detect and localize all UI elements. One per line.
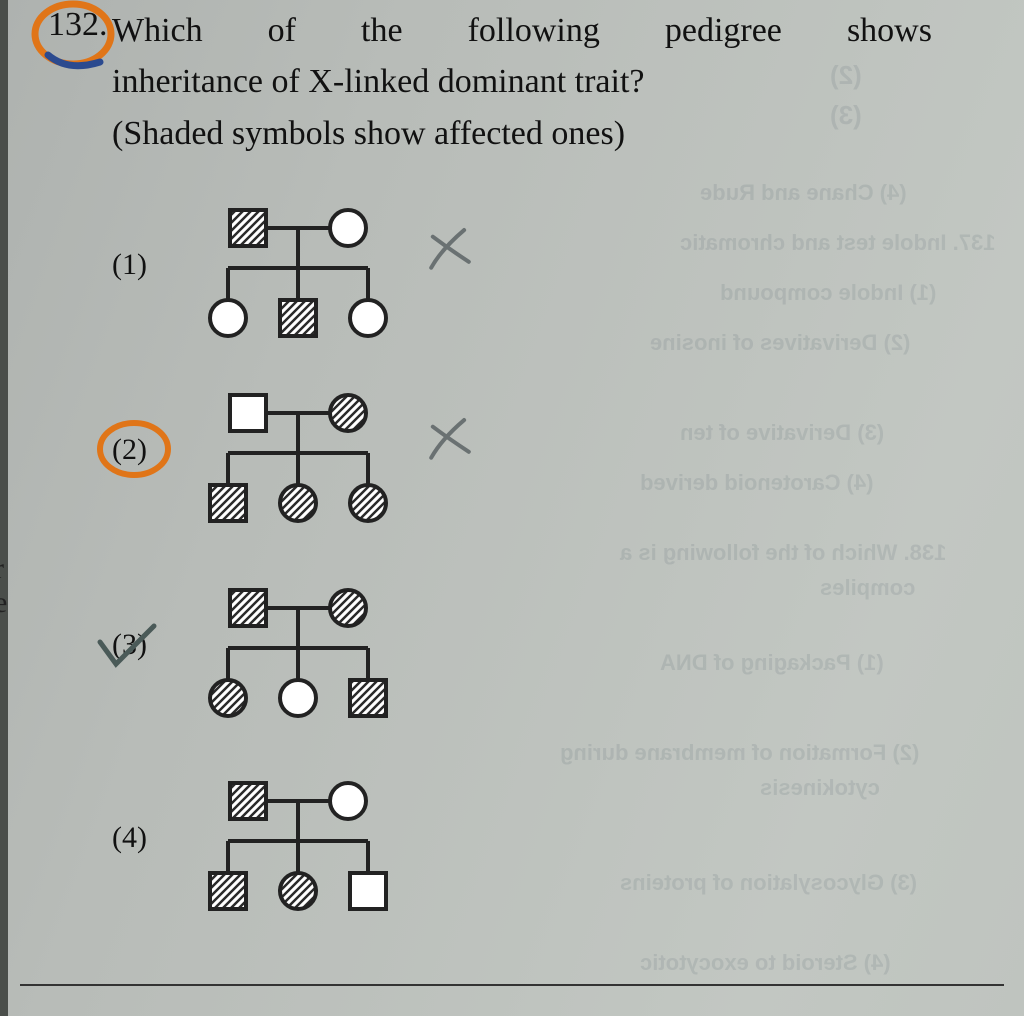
question-text: Which of the following pedigree shows inherit… xyxy=(112,6,994,158)
question-word: following xyxy=(468,6,600,55)
bottom-rule xyxy=(20,984,1004,986)
question-word: of xyxy=(268,6,296,55)
pedigree-container xyxy=(200,763,400,913)
pedigree-container xyxy=(200,375,400,525)
pedigree-container xyxy=(200,570,400,720)
pedigree-diagram xyxy=(200,570,400,720)
option-label: (3) xyxy=(112,628,172,662)
ghost-text: (4) Steroid to exocytotic xyxy=(640,950,891,976)
question-line-2: inheritance of X-linked dominant trait? xyxy=(112,57,994,106)
option-label: (1) xyxy=(112,248,172,282)
option-row: (1) xyxy=(112,175,1024,355)
option-row: (4) xyxy=(112,745,1024,930)
options-container: (1) (2) (3) (4) xyxy=(112,175,1024,930)
option-row: (2) xyxy=(112,355,1024,545)
pedigree-diagram xyxy=(200,763,400,913)
answer-check-mark xyxy=(92,622,162,678)
answer-circle-mark xyxy=(96,419,176,481)
pedigree-container xyxy=(200,190,400,340)
pedigree-diagram xyxy=(200,375,400,525)
page: r e (2)(3)(4) Chane and Rude137. Indole … xyxy=(0,0,1024,1016)
question-number-text: 132. xyxy=(48,6,108,44)
question-word: Which xyxy=(112,6,203,55)
margin-letter-r: r xyxy=(0,552,4,586)
margin-letter-e: e xyxy=(0,586,7,620)
option-row: (3) xyxy=(112,545,1024,745)
option-label: (4) xyxy=(112,821,172,855)
question-word: the xyxy=(361,6,403,55)
question-line-1: Which of the following pedigree shows xyxy=(112,6,932,55)
page-margin-bar xyxy=(0,0,8,1016)
question-word: pedigree xyxy=(665,6,782,55)
question-word: shows xyxy=(847,6,932,55)
question-number: 132. xyxy=(28,0,118,80)
option-label: (2) xyxy=(112,433,172,467)
pedigree-diagram xyxy=(200,190,400,340)
question-line-3: (Shaded symbols show affected ones) xyxy=(112,109,994,158)
